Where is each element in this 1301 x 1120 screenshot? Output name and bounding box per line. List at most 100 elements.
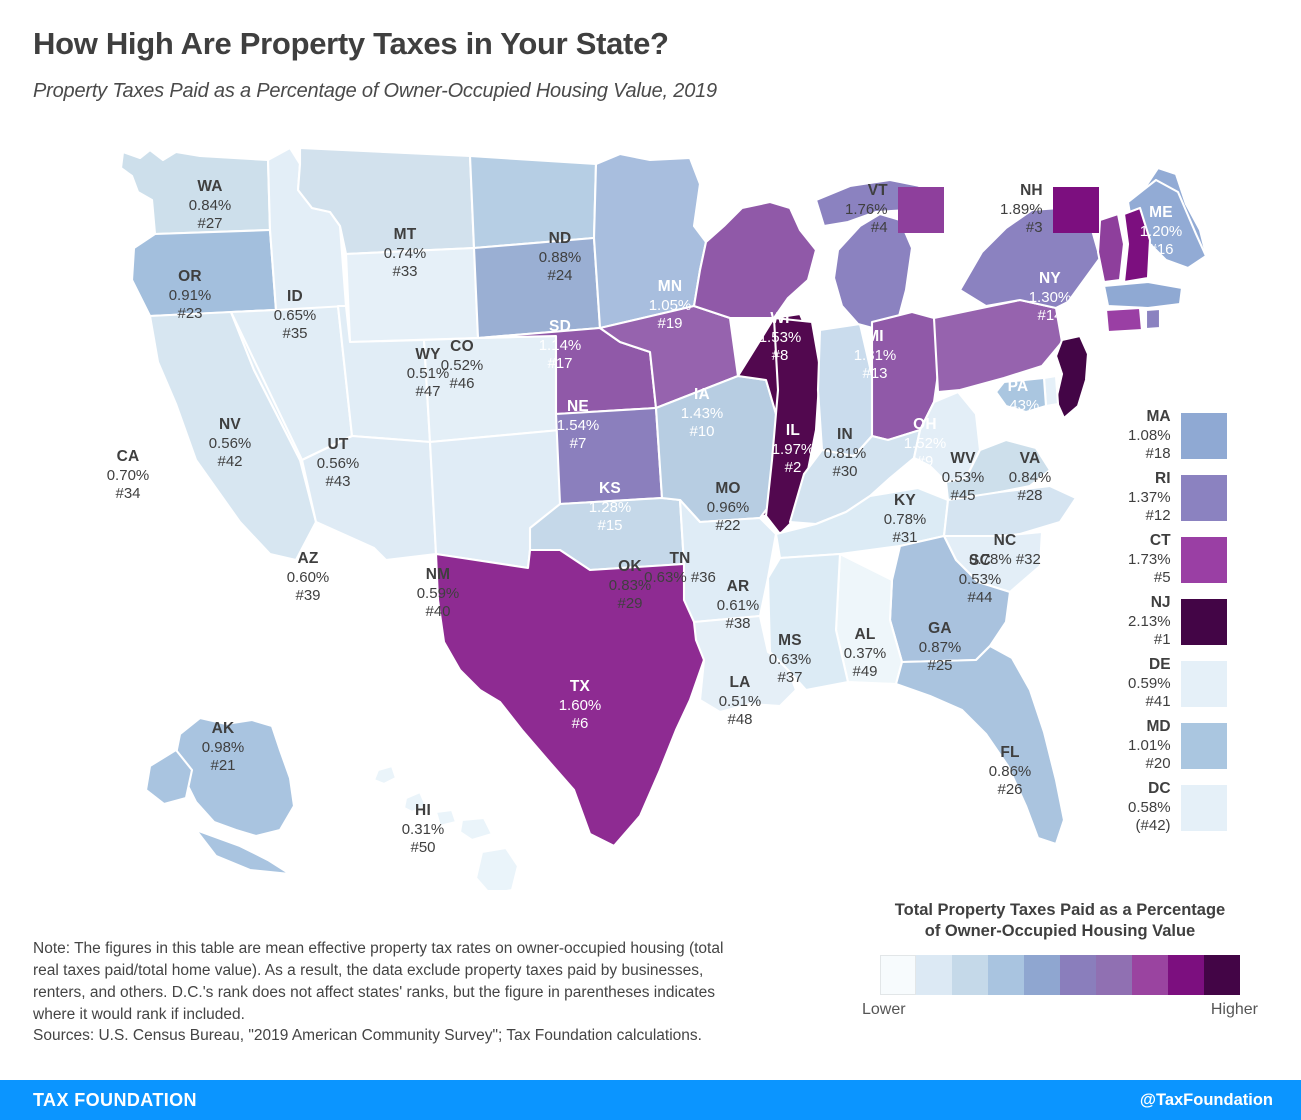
callout-RI[interactable]: RI 1.37% #12 (1128, 470, 1227, 526)
state-shape-KS[interactable] (554, 406, 664, 506)
state-shape-AK2[interactable] (144, 748, 194, 806)
state-shape-HI3[interactable] (434, 808, 458, 828)
callout-rank-NH: #3 (1025, 219, 1043, 237)
state-shape-IN[interactable] (816, 322, 874, 458)
social-handle[interactable]: @TaxFoundation (1139, 1091, 1273, 1109)
state-shape-SD[interactable] (472, 236, 602, 340)
callout-CT[interactable]: CT 1.73% #5 (1128, 532, 1227, 588)
callout-text-CT: CT 1.73% #5 (1128, 532, 1171, 588)
callout-abbr-RI: RI (1155, 470, 1171, 487)
state-shape-HI4[interactable] (458, 816, 494, 842)
scale-legend-swatches (860, 954, 1260, 995)
scale-swatch-8 (1168, 954, 1204, 995)
state-shape-AR[interactable] (678, 498, 778, 624)
callout-NH[interactable]: NH 1.89% #3 (1000, 182, 1099, 238)
state-shape-TX[interactable] (434, 548, 714, 848)
state-shape-AK3[interactable] (194, 828, 292, 876)
state-shape-NY[interactable] (958, 206, 1102, 310)
callout-DE[interactable]: DE 0.59% #41 (1128, 656, 1227, 712)
state-shape-HI2[interactable] (402, 790, 428, 814)
note-text: Note: The figures in this table are mean… (33, 940, 724, 1023)
state-shape-CO[interactable] (422, 334, 562, 444)
callout-rate-RI: 1.37% (1128, 488, 1171, 506)
scale-title-line2: of Owner-Occupied Housing Value (924, 922, 1196, 941)
callout-text-NJ: NJ 2.13% #1 (1128, 594, 1171, 650)
callout-rank-MD: #20 (1145, 755, 1171, 773)
sources-text: Sources: U.S. Census Bureau, "2019 Ameri… (33, 1027, 702, 1044)
state-shape-MN[interactable] (592, 152, 708, 330)
callout-rank-DC: (#42) (1135, 817, 1171, 835)
callout-NJ[interactable]: NJ 2.13% #1 (1128, 594, 1227, 650)
scale-swatch-5 (1060, 954, 1096, 995)
callout-rate-VT: 1.76% (845, 200, 888, 218)
callout-VT[interactable]: VT 1.76% #4 (845, 182, 944, 238)
choropleth-map: WA 0.84% #27 OR 0.91% #23 ID 0.65% #35 M… (0, 130, 1301, 890)
scale-legend-title: Total Property Taxes Paid as a Percentag… (860, 900, 1260, 943)
callout-abbr-DC: DC (1148, 780, 1171, 797)
scale-swatch-3 (988, 954, 1024, 995)
state-shape-LA[interactable] (692, 614, 798, 714)
callout-rate-DE: 0.59% (1128, 674, 1171, 692)
callout-rate-NH: 1.89% (1000, 200, 1043, 218)
callout-rate-CT: 1.73% (1128, 550, 1171, 568)
state-shape-MA[interactable] (1102, 280, 1184, 310)
state-shape-FL[interactable] (894, 644, 1066, 846)
callout-rank-DE: #41 (1145, 693, 1171, 711)
state-shape-RI[interactable] (1144, 307, 1162, 331)
state-shape-VT[interactable] (1096, 212, 1126, 284)
callout-swatch-VT (897, 186, 944, 233)
callout-swatch-NJ (1180, 598, 1227, 645)
state-shape-MS[interactable] (766, 552, 850, 692)
scale-title-line1: Total Property Taxes Paid as a Percentag… (894, 901, 1226, 919)
us-map-svg (119, 146, 1208, 890)
state-shape-MT[interactable] (296, 146, 476, 256)
state-shape-AZ[interactable] (300, 434, 438, 562)
state-shape-WY[interactable] (344, 246, 480, 344)
callout-abbr-MA: MA (1146, 408, 1171, 425)
callout-text-MD: MD 1.01% #20 (1128, 718, 1171, 774)
callout-swatch-MA (1180, 412, 1227, 459)
callout-swatch-CT (1180, 536, 1227, 583)
state-shape-ND[interactable] (468, 154, 598, 250)
state-shape-WA[interactable] (119, 148, 272, 236)
scale-swatch-9 (1204, 954, 1240, 995)
callout-rank-MA: #18 (1145, 445, 1171, 463)
callout-text-DE: DE 0.59% #41 (1128, 656, 1171, 712)
callout-abbr-CT: CT (1149, 532, 1171, 549)
state-shape-HI5[interactable] (474, 846, 520, 890)
state-shape-MD[interactable] (994, 376, 1048, 414)
callout-abbr-NJ: NJ (1150, 594, 1171, 611)
callout-swatch-RI (1180, 474, 1227, 521)
state-shape-CT[interactable] (1104, 306, 1144, 334)
callout-text-NH: NH 1.89% #3 (1000, 182, 1043, 238)
state-shape-NJ[interactable] (1054, 334, 1090, 420)
callout-DC[interactable]: DC 0.58% (#42) (1128, 780, 1227, 836)
scale-swatch-2 (952, 954, 988, 995)
callout-swatch-MD (1180, 722, 1227, 769)
page-subtitle: Property Taxes Paid as a Percentage of O… (33, 80, 717, 102)
callout-swatch-DC (1180, 784, 1227, 831)
state-shape-MI[interactable] (832, 212, 914, 332)
callout-abbr-NH: NH (1020, 182, 1043, 199)
brand-label: TAX FOUNDATION (33, 1090, 197, 1110)
callout-swatch-NH (1052, 186, 1099, 233)
callout-rate-MA: 1.08% (1128, 426, 1171, 444)
callout-rank-VT: #4 (870, 219, 888, 237)
footer-bar: TAX FOUNDATION @TaxFoundation (0, 1080, 1301, 1120)
state-shape-WI[interactable] (692, 200, 818, 320)
callout-abbr-MD: MD (1146, 718, 1171, 735)
state-shape-NH[interactable] (1122, 206, 1152, 284)
callout-abbr-DE: DE (1149, 656, 1171, 673)
scale-swatch-6 (1096, 954, 1132, 995)
state-shape-AK[interactable] (174, 716, 296, 838)
page-title: How High Are Property Taxes in Your Stat… (33, 26, 669, 61)
callout-rank-CT: #5 (1153, 569, 1171, 587)
state-shape-OR[interactable] (130, 228, 278, 318)
scale-low-label: Lower (862, 1000, 906, 1018)
callout-MA[interactable]: MA 1.08% #18 (1128, 408, 1227, 464)
scale-legend-labels: Lower Higher (860, 1001, 1260, 1019)
callout-text-DC: DC 0.58% (#42) (1128, 780, 1171, 836)
callout-MD[interactable]: MD 1.01% #20 (1128, 718, 1227, 774)
callout-text-VT: VT 1.76% #4 (845, 182, 888, 238)
state-shape-HI1[interactable] (372, 764, 398, 786)
